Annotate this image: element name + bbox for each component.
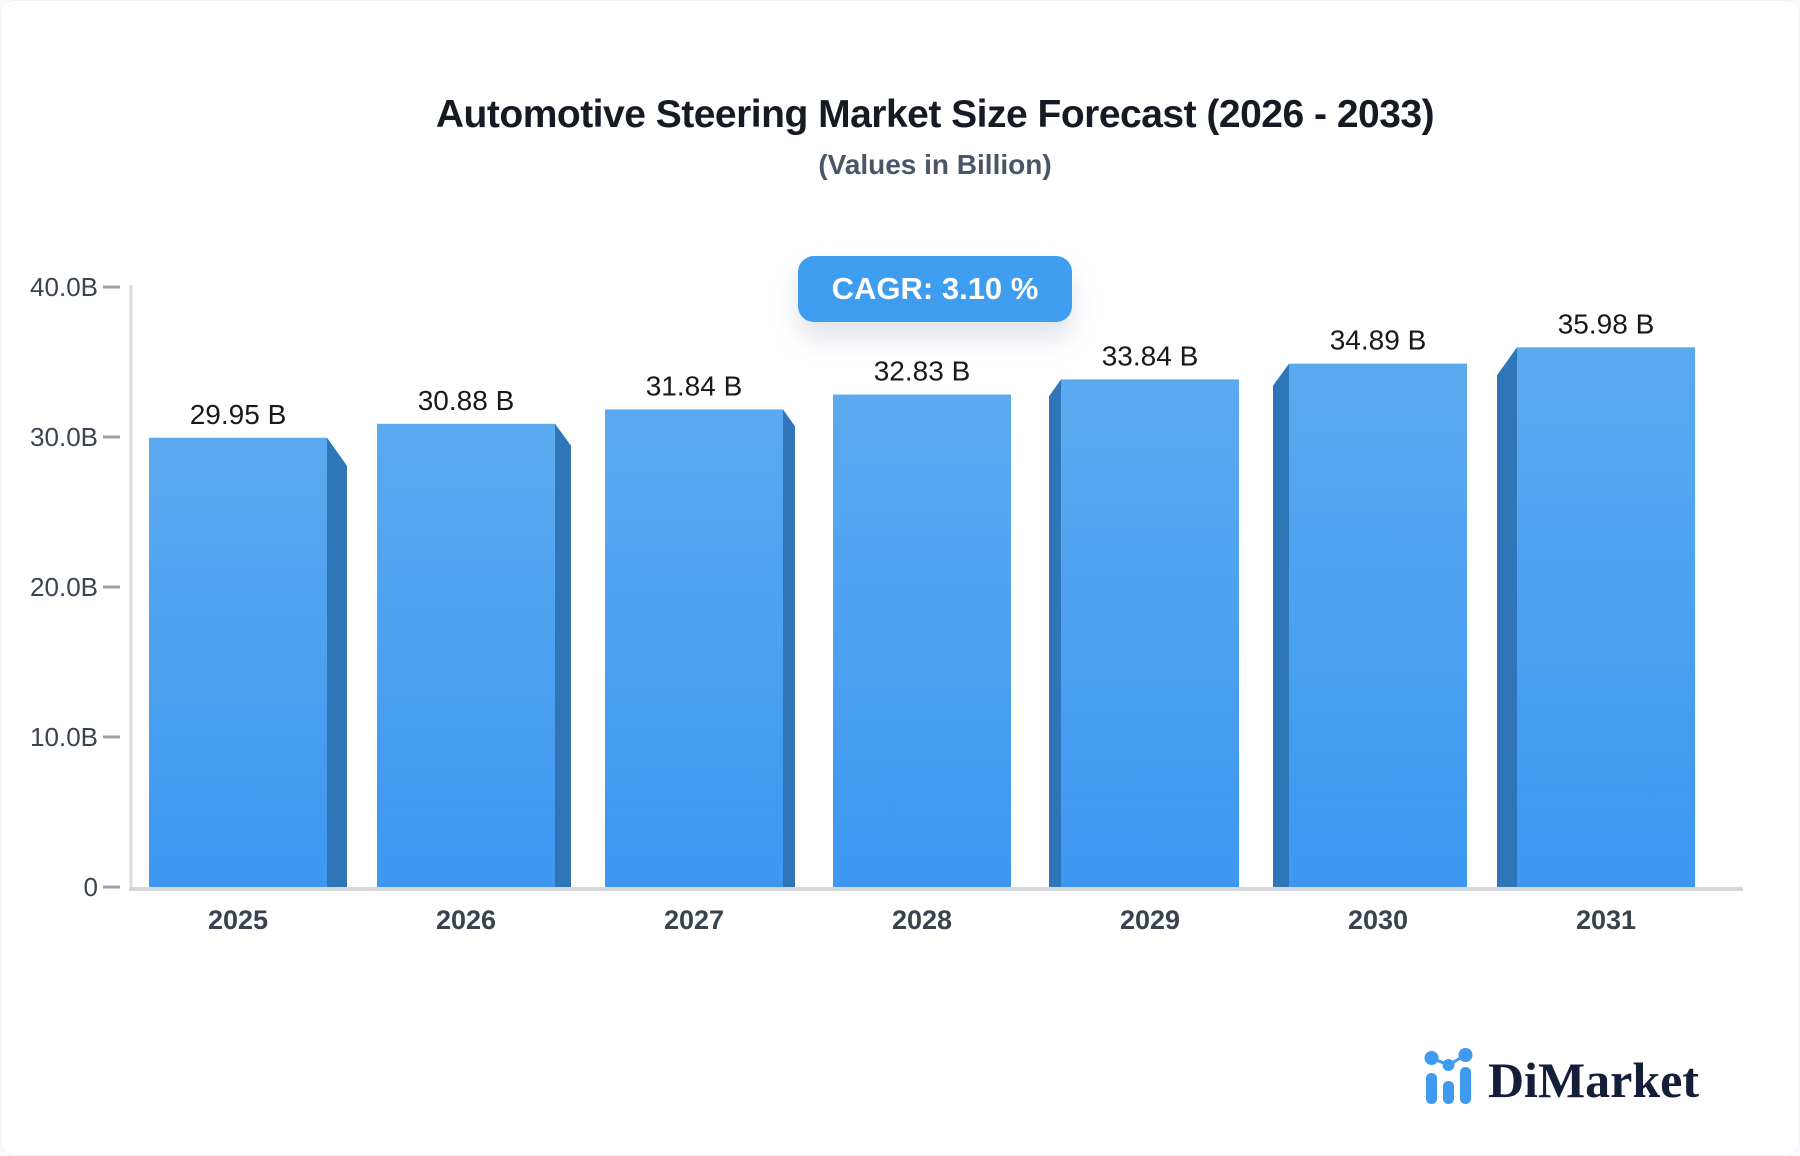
bar-2026[interactable] bbox=[377, 423, 571, 887]
page-title: Automotive Steering Market Size Forecast… bbox=[435, 93, 1435, 136]
bar-2030[interactable] bbox=[1273, 363, 1467, 887]
bar-3d-side bbox=[327, 437, 347, 887]
bar-2027[interactable] bbox=[605, 409, 795, 887]
value-label: 30.88 B bbox=[418, 385, 515, 416]
bar-face bbox=[149, 437, 327, 887]
cagr-badge: CAGR: 3.10 % bbox=[797, 256, 1073, 322]
value-label: 31.84 B bbox=[646, 370, 743, 401]
cagr-badge-row: CAGR: 3.10 % bbox=[71, 256, 1799, 322]
y-tick-label: 20.0B bbox=[30, 572, 98, 602]
dimarket-logo[interactable]: DiMarket bbox=[1424, 1045, 1699, 1105]
x-tick-label: 2026 bbox=[436, 905, 496, 935]
chart-subtitle: (Values in Billion) bbox=[818, 149, 1052, 180]
bar-face bbox=[605, 409, 783, 887]
y-tick-mark bbox=[103, 885, 120, 889]
x-tick-label: 2025 bbox=[208, 905, 268, 935]
y-axis-line bbox=[129, 285, 133, 889]
x-tick-label: 2029 bbox=[1120, 905, 1180, 935]
value-label: 32.83 B bbox=[874, 356, 971, 387]
x-tick-label: 2030 bbox=[1348, 905, 1408, 935]
y-tick-mark bbox=[103, 435, 120, 439]
y-tick-label: 40.0B bbox=[30, 272, 98, 302]
y-tick-mark bbox=[103, 285, 120, 289]
bar-3d-side bbox=[1273, 363, 1289, 887]
value-label: 35.98 B bbox=[1558, 308, 1655, 339]
x-tick-label: 2031 bbox=[1576, 905, 1636, 935]
logo-text: DiMarket bbox=[1487, 1052, 1699, 1108]
bar-face bbox=[1517, 347, 1695, 887]
bar-2025[interactable] bbox=[149, 437, 347, 887]
value-label: 33.84 B bbox=[1102, 340, 1199, 371]
bar-2028[interactable] bbox=[833, 394, 1011, 887]
bar-2029[interactable] bbox=[1049, 379, 1239, 887]
x-axis-baseline bbox=[129, 887, 1743, 891]
mini-bar-line-chart-icon bbox=[1424, 1048, 1473, 1104]
bar-3d-side bbox=[555, 423, 571, 887]
y-tick-mark bbox=[103, 735, 120, 739]
bar-3d-side bbox=[1049, 379, 1061, 887]
bar-3d-side bbox=[783, 409, 795, 887]
bar-face bbox=[833, 394, 1011, 887]
y-tick-label: 30.0B bbox=[30, 422, 98, 452]
x-tick-label: 2027 bbox=[664, 905, 724, 935]
bar-2031[interactable] bbox=[1497, 347, 1695, 887]
y-tick-label: 10.0B bbox=[30, 722, 98, 752]
value-label: 29.95 B bbox=[190, 399, 287, 430]
bar-face bbox=[377, 423, 555, 887]
bar-3d-side bbox=[1497, 347, 1517, 887]
bar-face bbox=[1061, 379, 1239, 887]
y-tick-mark bbox=[103, 585, 120, 589]
bar-face bbox=[1289, 363, 1467, 887]
x-tick-label: 2028 bbox=[892, 905, 952, 935]
y-tick-label: 0 bbox=[84, 872, 98, 902]
value-label: 34.89 B bbox=[1330, 325, 1427, 356]
